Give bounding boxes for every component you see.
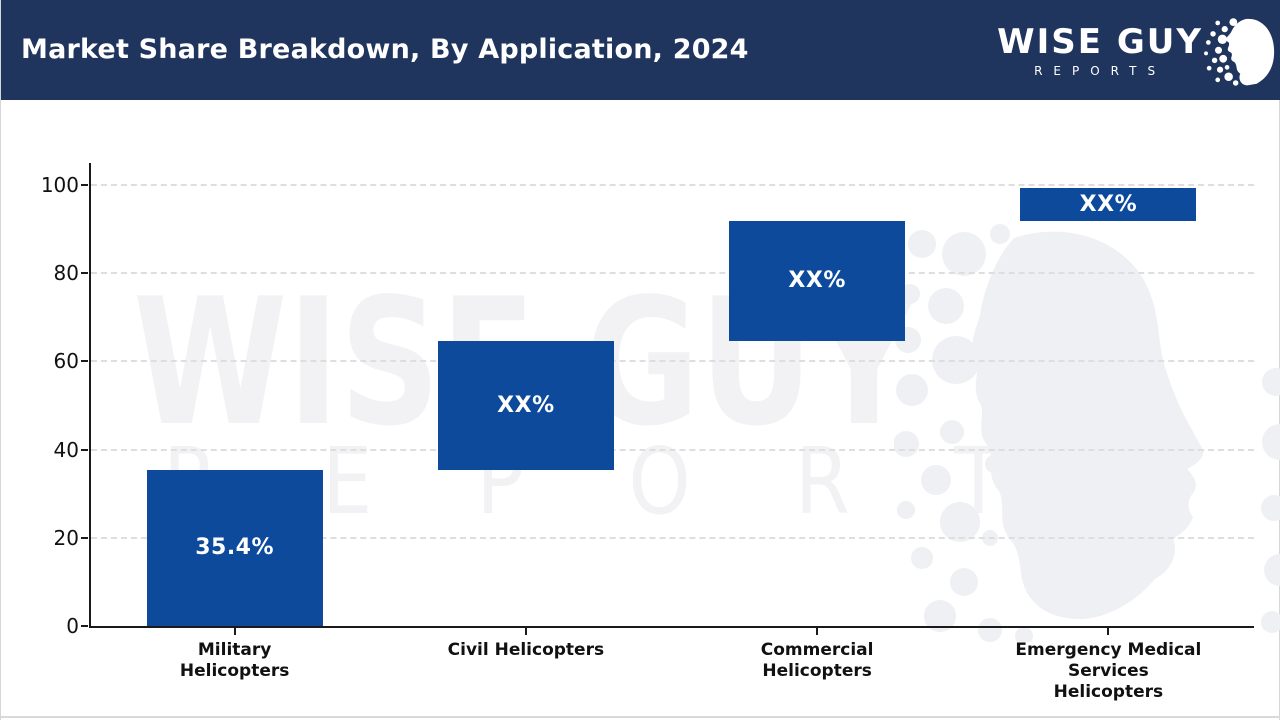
category-label-1: Military Helicopters	[179, 640, 290, 681]
bar-4: XX%	[1020, 187, 1197, 221]
category-label-3: Commercial Helicopters	[760, 640, 874, 681]
x-tick-4	[1107, 628, 1110, 635]
bar-value-label-1: 35.4%	[195, 535, 275, 561]
y-tick-label-80: 80	[53, 261, 79, 286]
y-tick-60	[81, 360, 88, 363]
y-tick-label-40: 40	[53, 437, 79, 462]
waterfall-chart: 0 20 40 60 80 100 35.4% Military Helicopters XX%…	[1, 100, 1280, 718]
header-band: Market Share Breakdown, By Application, …	[1, 0, 1280, 100]
category-label-4: Emergency Medical Services Helicopters	[1015, 640, 1202, 702]
x-tick-1	[233, 628, 236, 635]
page-bottom-border	[1, 716, 1280, 718]
category-label-2: Civil Helicopters	[447, 640, 605, 660]
logo-wordmark: WISE GUY	[997, 22, 1203, 62]
y-tick-40	[81, 448, 88, 451]
wise-guy-logo: WISE GUY REPORTS	[997, 0, 1275, 100]
bar-value-label-3: XX%	[788, 268, 846, 294]
chart-title: Market Share Breakdown, By Application, …	[21, 34, 749, 65]
y-tick-80	[81, 272, 88, 275]
y-tick-label-20: 20	[53, 525, 79, 550]
bar-2: XX%	[437, 341, 614, 470]
y-tick-label-60: 60	[53, 349, 79, 374]
y-tick-20	[81, 536, 88, 539]
logo-subtitle: REPORTS	[1034, 64, 1167, 78]
gridline-40	[91, 448, 1254, 451]
logo-text: WISE GUY REPORTS	[997, 22, 1203, 78]
bar-value-label-2: XX%	[497, 392, 555, 418]
gridline-100	[91, 184, 1254, 186]
x-tick-3	[816, 628, 819, 635]
bar-1: 35.4%	[146, 469, 323, 626]
bar-value-label-4: XX%	[1079, 191, 1138, 217]
y-axis	[89, 163, 91, 628]
gridline-20	[91, 536, 1254, 539]
y-tick-100	[81, 184, 88, 186]
logo-head-icon	[1204, 18, 1275, 86]
gridline-80	[91, 272, 1254, 275]
x-axis	[89, 626, 1254, 628]
y-tick-label-100: 100	[40, 173, 79, 197]
x-tick-2	[524, 628, 527, 635]
y-tick-0	[81, 625, 88, 627]
bar-3: XX%	[729, 220, 906, 342]
gridline-60	[91, 360, 1254, 363]
watermark-head-icon	[894, 224, 1280, 642]
y-tick-label-0: 0	[66, 614, 79, 638]
